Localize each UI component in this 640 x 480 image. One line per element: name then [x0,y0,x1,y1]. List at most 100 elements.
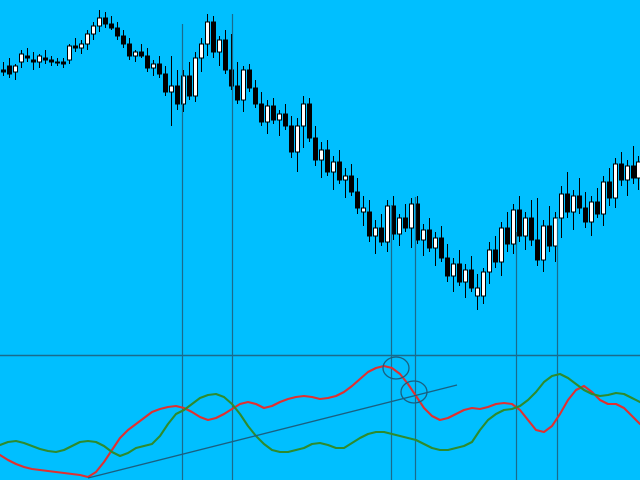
candle-body [325,149,330,173]
candle-body [253,87,258,105]
candle-body [133,51,138,57]
candle-body [511,209,516,245]
candle-body [289,125,294,153]
candle-body [103,17,108,25]
candle-body [223,39,228,71]
candle-body [49,59,54,63]
candle-body [469,269,474,289]
candle-body [541,225,546,261]
candle-body [295,125,300,153]
candle-body [565,193,570,213]
candle-body [109,23,114,29]
candle-body [55,61,60,64]
candle-body [595,201,600,215]
candle-body [355,191,360,209]
candle-body [97,17,102,27]
candle-body [499,227,504,263]
candle-body [487,249,492,273]
candle-body [445,257,450,277]
candle-body [115,27,120,37]
candle-body [259,103,264,123]
candle-body [619,163,624,181]
candle-body [199,43,204,59]
candle-body [529,217,534,241]
candle-body [409,203,414,229]
candle-body [607,181,612,199]
candle-body [19,53,24,63]
candle-body [145,55,150,69]
candle-body [625,165,630,181]
candle-body [631,165,636,179]
candle-body [43,57,48,61]
candle-body [61,61,66,65]
candle-body [31,59,36,63]
candle-body [349,175,354,193]
candle-body [241,69,246,101]
candle-body [481,271,486,297]
candle-body [577,195,582,209]
candle-body [457,263,462,283]
annotation-markers [382,356,428,404]
oscillator-series [0,364,640,479]
candle-body [7,65,12,75]
candle-body [385,205,390,243]
candle-body [343,175,348,181]
candle-body [283,113,288,127]
candle-body [157,63,162,75]
candle-body [601,181,606,215]
annotation-circle[interactable] [382,356,410,380]
rising-trendline [87,384,458,479]
candle-body [79,43,84,49]
candle-body [169,85,174,93]
candle-body [517,209,522,237]
candle-body [535,239,540,261]
candle-body [337,161,342,181]
annotation-circle[interactable] [400,380,428,404]
candle-body [307,103,312,139]
candle-body [127,43,132,57]
candle-body [175,85,180,105]
candle-body [163,73,168,93]
candle-body [13,65,18,73]
candle-body [403,217,408,229]
candle-body [205,21,210,45]
candle-body [229,69,234,87]
candle-body [427,229,432,249]
candle-body [139,51,144,57]
candle-body [235,85,240,101]
candle-body [361,207,366,213]
candle-body [265,105,270,123]
candle-body [571,195,576,213]
candle-body [613,163,618,199]
candle-body [583,207,588,223]
candle-body [1,69,6,73]
candle-body [211,21,216,53]
oscillator-line-d [0,372,640,458]
candle-body [277,113,282,121]
candle-body [181,75,186,105]
candle-body [451,263,456,277]
candle-body [331,161,336,173]
candle-body [493,249,498,263]
candle-body [217,39,222,53]
candle-body [439,237,444,259]
candle-body [547,225,552,247]
candle-body [121,35,126,45]
candle-body [319,149,324,161]
candle-body [151,63,156,69]
candle-body [25,55,30,59]
candle-body [463,269,468,283]
candle-body [301,103,306,127]
candle-body [187,75,192,97]
candle-body [475,287,480,297]
candle-body [505,227,510,245]
candle-body [636,161,640,179]
candle-body [367,211,372,237]
candle-body [559,193,564,219]
candle-body [91,25,96,35]
candle-body [397,217,402,235]
candle-body [433,237,438,249]
candle-body [589,201,594,223]
